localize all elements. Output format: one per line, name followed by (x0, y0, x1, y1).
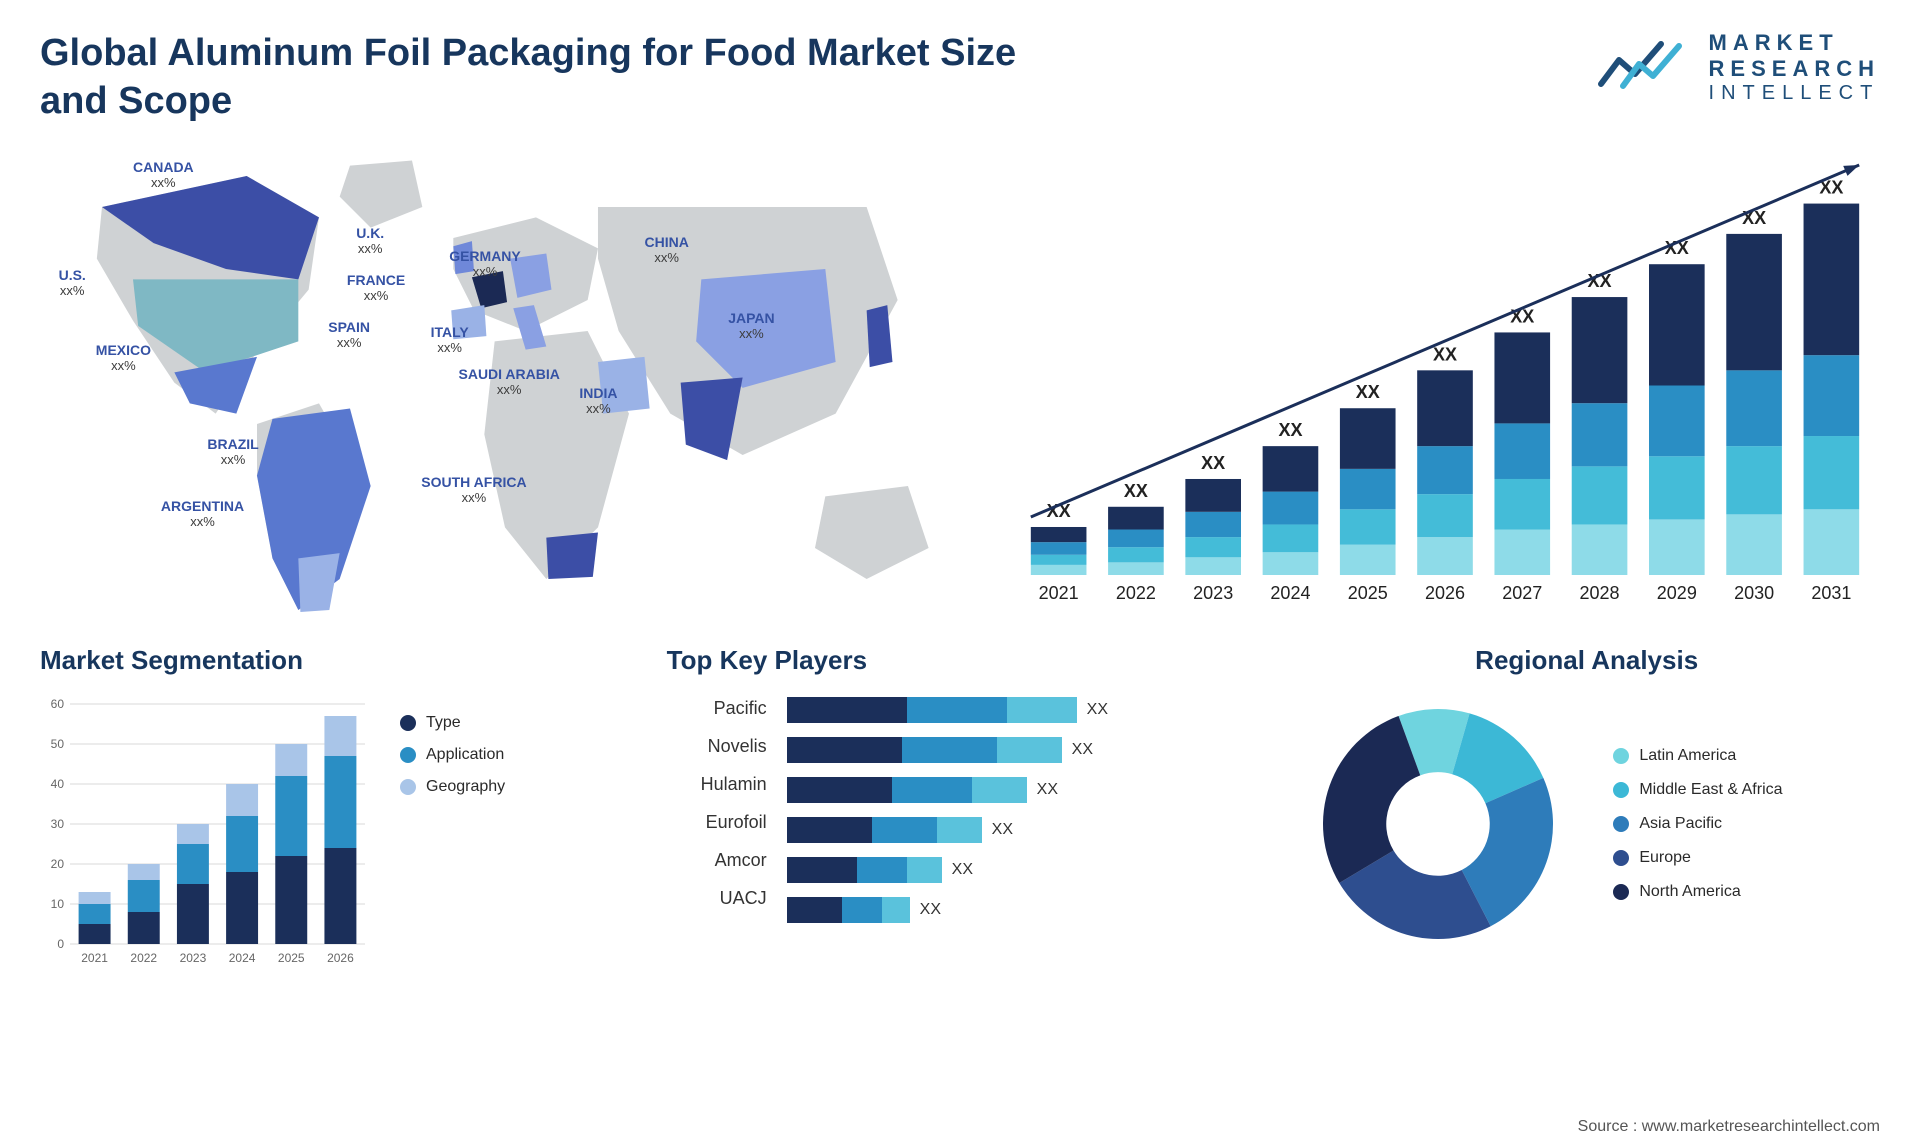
map-label: JAPANxx% (728, 310, 774, 341)
key-player-bar: XX (787, 816, 1254, 844)
key-player-name: Hulamin (667, 774, 767, 795)
legend-item: Europe (1613, 849, 1782, 867)
brand-logo: MARKET RESEARCH INTELLECT (1595, 30, 1880, 105)
svg-text:2021: 2021 (1039, 583, 1079, 603)
svg-text:40: 40 (51, 777, 65, 791)
svg-text:60: 60 (51, 697, 65, 711)
svg-text:2028: 2028 (1580, 583, 1620, 603)
segmentation-chart: 0 10 20 30 40 50 60 2021 2022 2023 2024 2025 2026 (40, 694, 370, 974)
svg-text:2022: 2022 (1116, 583, 1156, 603)
key-players-labels: Pacific Novelis Hulamin Eurofoil Amcor UACJ (667, 694, 767, 909)
svg-text:2024: 2024 (1270, 583, 1310, 603)
svg-text:XX: XX (1278, 420, 1302, 440)
svg-text:2027: 2027 (1502, 583, 1542, 603)
svg-text:XX: XX (1433, 344, 1457, 364)
svg-text:XX: XX (1356, 382, 1380, 402)
regional-title: Regional Analysis (1293, 645, 1880, 676)
map-label: SAUDI ARABIAxx% (459, 366, 560, 397)
map-label: ARGENTINAxx% (161, 498, 244, 529)
svg-text:0: 0 (57, 937, 64, 951)
key-player-name: UACJ (667, 888, 767, 909)
segmentation-legend: Type Application Geography (400, 694, 505, 796)
segmentation-title: Market Segmentation (40, 645, 627, 676)
svg-text:20: 20 (51, 857, 65, 871)
map-label: U.S.xx% (59, 267, 86, 298)
svg-text:2024: 2024 (229, 951, 256, 965)
segmentation-panel: Market Segmentation 0 10 20 30 40 50 60 2021 202… (40, 645, 627, 974)
regional-panel: Regional Analysis Latin America Middle Ea… (1293, 645, 1880, 974)
key-player-name: Novelis (667, 736, 767, 757)
map-label: MEXICOxx% (96, 342, 151, 373)
key-player-bar: XX (787, 856, 1254, 884)
key-player-bar: XX (787, 896, 1254, 924)
svg-text:2025: 2025 (1348, 583, 1388, 603)
logo-icon (1595, 30, 1695, 105)
map-label: ITALYxx% (431, 324, 469, 355)
map-label: U.K.xx% (356, 225, 384, 256)
key-player-bar: XX (787, 776, 1254, 804)
svg-text:10: 10 (51, 897, 65, 911)
map-label: CANADAxx% (133, 159, 194, 190)
svg-text:XX: XX (1201, 453, 1225, 473)
legend-item: Type (400, 714, 505, 732)
forecast-bar-chart: XX2021XX2022XX2023XX2024XX2025XX2026XX20… (1010, 145, 1880, 615)
svg-text:2022: 2022 (130, 951, 157, 965)
regional-donut (1293, 694, 1583, 954)
legend-item: North America (1613, 883, 1782, 901)
svg-text:2029: 2029 (1657, 583, 1697, 603)
svg-text:30: 30 (51, 817, 65, 831)
logo-text-3: INTELLECT (1709, 82, 1880, 105)
key-players-bars: XX XX XX XX XX XX (787, 694, 1254, 924)
svg-text:2026: 2026 (327, 951, 354, 965)
legend-item: Asia Pacific (1613, 815, 1782, 833)
map-label: SOUTH AFRICAxx% (421, 474, 526, 505)
map-label: INDIAxx% (579, 385, 617, 416)
key-player-name: Amcor (667, 850, 767, 871)
map-label: BRAZILxx% (207, 436, 258, 467)
map-label: CHINAxx% (645, 234, 689, 265)
svg-text:2021: 2021 (81, 951, 108, 965)
svg-text:2026: 2026 (1425, 583, 1465, 603)
svg-text:2023: 2023 (180, 951, 207, 965)
logo-text-1: MARKET (1709, 30, 1880, 56)
svg-text:2030: 2030 (1734, 583, 1774, 603)
key-player-name: Pacific (667, 698, 767, 719)
map-label: SPAINxx% (328, 319, 370, 350)
svg-text:XX: XX (1124, 481, 1148, 501)
map-label: GERMANYxx% (449, 248, 521, 279)
world-map: CANADAxx% U.S.xx% MEXICOxx% BRAZILxx% ARGENT… (40, 145, 970, 615)
legend-item: Application (400, 746, 505, 764)
page-title: Global Aluminum Foil Packaging for Food … (40, 30, 1040, 125)
legend-item: Middle East & Africa (1613, 781, 1782, 799)
key-players-title: Top Key Players (667, 645, 1254, 676)
legend-item: Geography (400, 778, 505, 796)
regional-legend: Latin America Middle East & Africa Asia Pa… (1613, 747, 1782, 901)
key-player-name: Eurofoil (667, 812, 767, 833)
key-player-bar: XX (787, 696, 1254, 724)
legend-item: Latin America (1613, 747, 1782, 765)
map-label: FRANCExx% (347, 272, 405, 303)
svg-text:50: 50 (51, 737, 65, 751)
svg-text:2023: 2023 (1193, 583, 1233, 603)
key-players-panel: Top Key Players Pacific Novelis Hulamin Eur… (667, 645, 1254, 974)
svg-text:2031: 2031 (1811, 583, 1851, 603)
svg-text:2025: 2025 (278, 951, 305, 965)
logo-text-2: RESEARCH (1709, 56, 1880, 82)
source-attribution: Source : www.marketresearchintellect.com (1578, 1118, 1880, 1136)
key-player-bar: XX (787, 736, 1254, 764)
